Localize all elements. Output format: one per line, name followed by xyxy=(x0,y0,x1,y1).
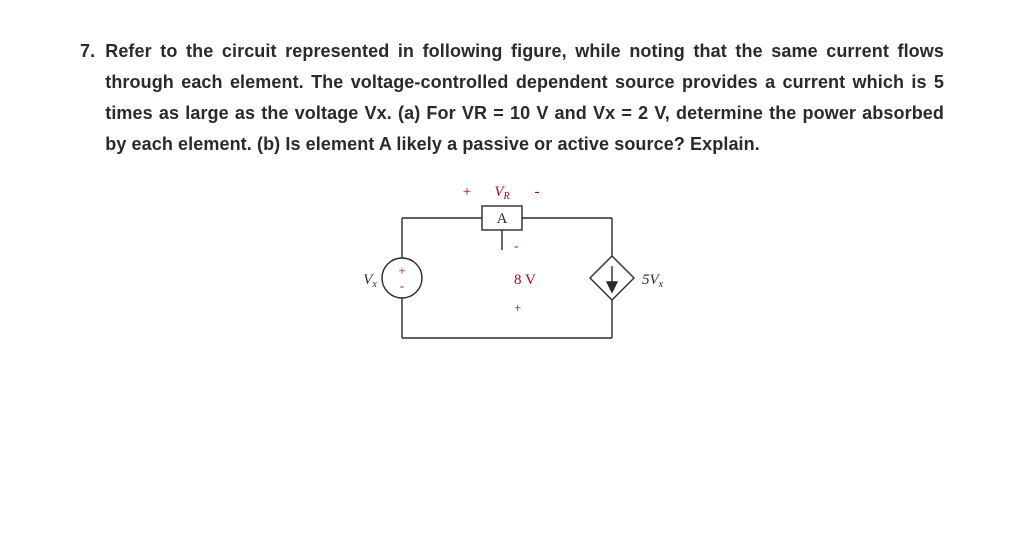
question-number: 7. xyxy=(80,36,95,160)
question-block: 7. Refer to the circuit represented in f… xyxy=(80,36,944,160)
question-body: Refer to the circuit represented in foll… xyxy=(105,36,944,160)
mid-8v-label: 8 V xyxy=(514,272,536,288)
5vx-label-sub: x xyxy=(658,279,664,290)
vx-source-minus: - xyxy=(400,278,404,293)
mid-plus-label: + xyxy=(514,300,521,315)
5vx-label: 5Vx xyxy=(642,272,664,290)
vr-plus-label: + xyxy=(463,184,471,200)
circuit-figure: + VR - A + - Vx - 8 V + xyxy=(80,178,944,378)
vx-label: Vx xyxy=(363,272,377,290)
vr-label-sub: R xyxy=(503,191,510,202)
circuit-svg: + VR - A + - Vx - 8 V + xyxy=(352,178,672,378)
vx-label-sub: x xyxy=(371,279,377,290)
mid-minus-label: - xyxy=(514,238,518,253)
vx-source-plus: + xyxy=(398,263,405,278)
vr-label: VR xyxy=(494,184,509,202)
question-text: Refer to the circuit represented in foll… xyxy=(105,36,944,160)
vr-minus-label: - xyxy=(535,184,540,200)
element-a-label: A xyxy=(497,211,508,227)
page: 7. Refer to the circuit represented in f… xyxy=(0,0,1024,537)
